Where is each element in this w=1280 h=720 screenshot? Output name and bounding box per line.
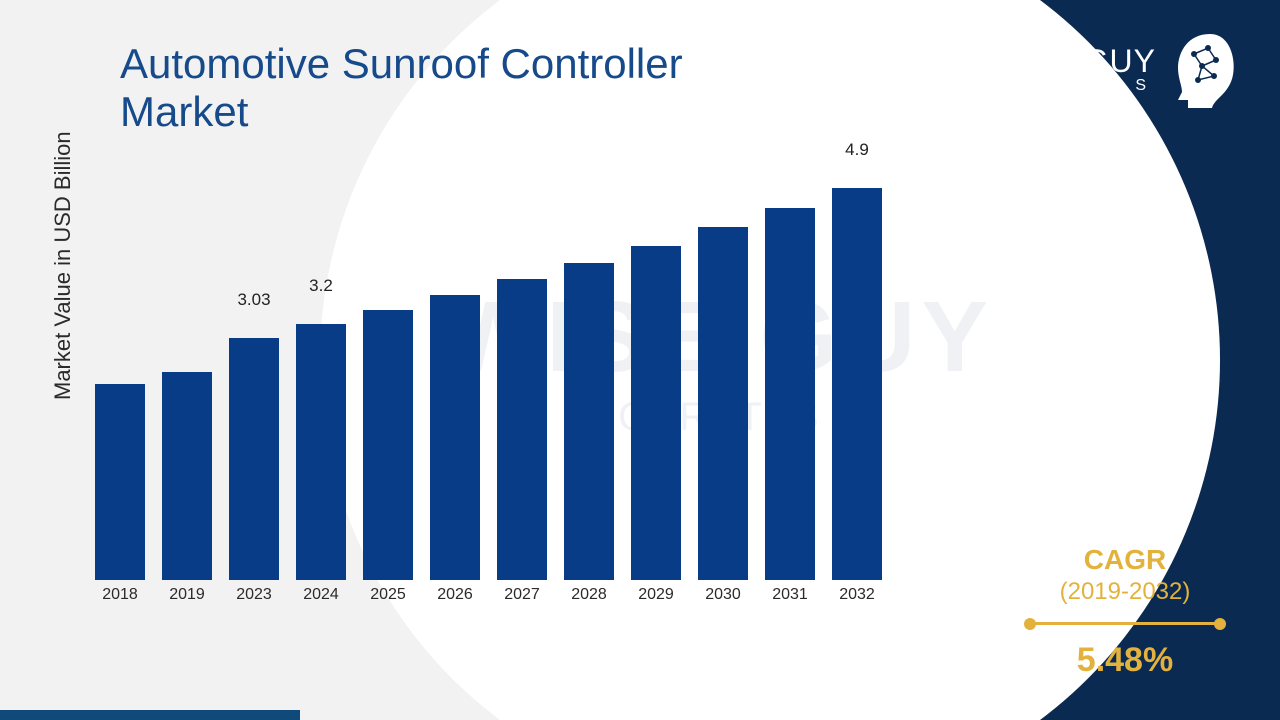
bar: [296, 324, 346, 580]
stage: WISE GUYREPORTS WISE GUY R E P O R T S C…: [0, 0, 1280, 720]
footer-accent-bar: [0, 710, 300, 720]
bar-value-label: 3.2: [309, 276, 333, 300]
bar: [631, 246, 681, 580]
bar: [95, 384, 145, 580]
x-tick-label: 2025: [370, 586, 406, 604]
x-tick-label: 2019: [169, 586, 205, 604]
bar: [229, 338, 279, 580]
cagr-value: 5.48%: [1010, 641, 1240, 680]
brand-line1: WISE GUY: [923, 45, 1156, 79]
cagr-divider: [1030, 622, 1220, 625]
cagr-period: (2019-2032): [1010, 578, 1240, 606]
brand-logo: WISE GUY R E P O R T S: [923, 30, 1240, 110]
x-tick-label: 2027: [504, 586, 540, 604]
plot-area: 3.033.24.9: [95, 180, 905, 580]
x-tick-label: 2024: [303, 586, 339, 604]
brand-line2: R E P O R T S: [923, 78, 1156, 95]
bar-value-label: 4.9: [845, 140, 869, 164]
x-tick-label: 2018: [102, 586, 138, 604]
cagr-box: CAGR (2019-2032) 5.48%: [1010, 544, 1240, 680]
brain-head-icon: [1170, 30, 1240, 110]
bar: [430, 295, 480, 580]
x-tick-label: 2032: [839, 586, 875, 604]
bar-value-label: 3.03: [237, 290, 270, 314]
x-tick-label: 2029: [638, 586, 674, 604]
bar: [162, 372, 212, 580]
y-axis-title: Market Value in USD Billion: [50, 131, 76, 400]
x-axis-labels: 2018 2019 2023 2024 2025 2026 2027 2028 2029 2030…: [95, 580, 905, 620]
page-title: Automotive Sunroof Controller Market: [120, 40, 820, 137]
x-tick-label: 2031: [772, 586, 808, 604]
bar: [497, 279, 547, 580]
bar: [832, 188, 882, 580]
bar-chart: 3.033.24.9 20182019202320242025202620272…: [95, 180, 905, 620]
bar: [564, 263, 614, 580]
x-tick-label: 2030: [705, 586, 741, 604]
x-tick-label: 2026: [437, 586, 473, 604]
x-tick-label: 2028: [571, 586, 607, 604]
bar: [765, 208, 815, 580]
cagr-label: CAGR: [1010, 544, 1240, 576]
bar: [363, 310, 413, 580]
x-tick-label: 2023: [236, 586, 272, 604]
bar: [698, 227, 748, 580]
